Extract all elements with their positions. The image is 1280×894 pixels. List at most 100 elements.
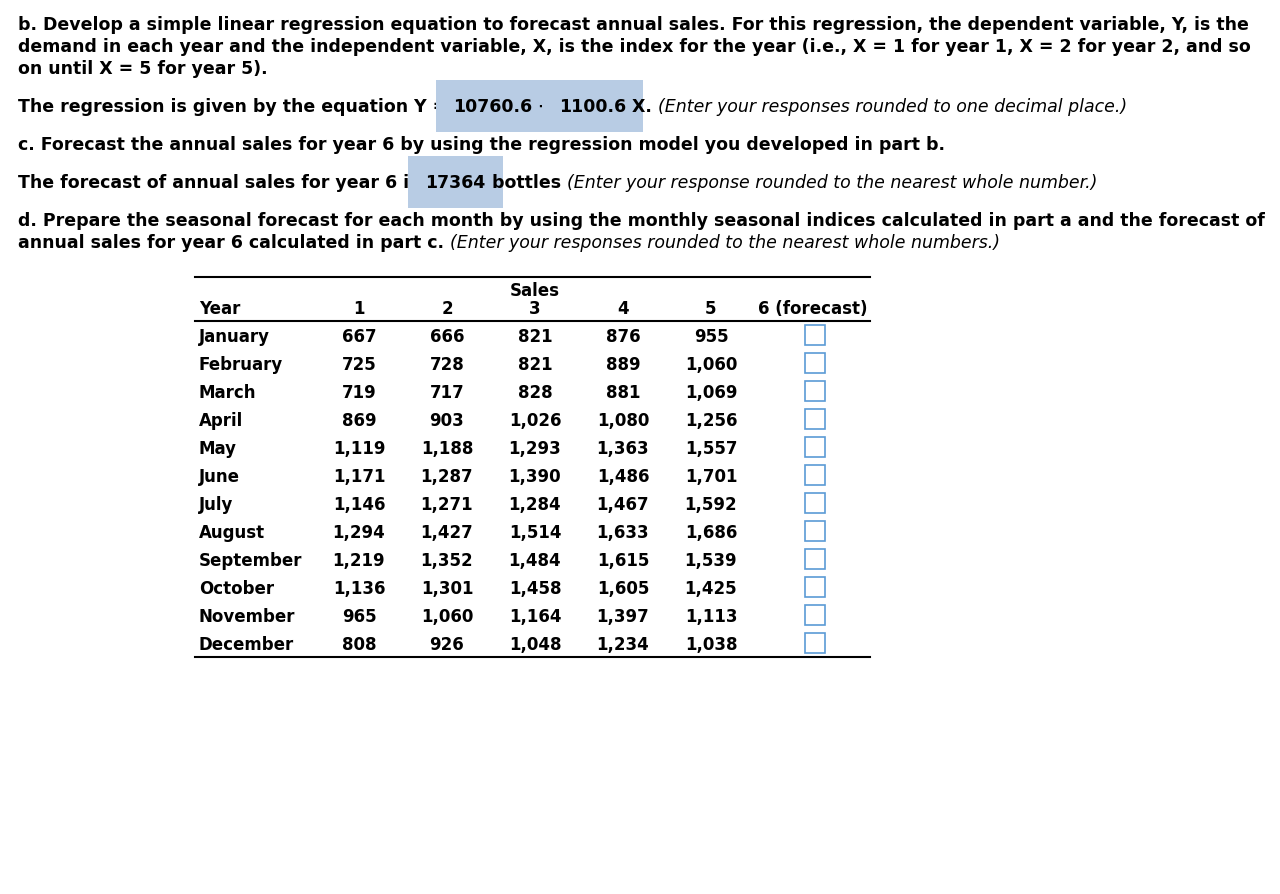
Text: 1,484: 1,484 [508,552,562,569]
Text: February: February [198,356,283,374]
Text: 6 (forecast): 6 (forecast) [758,299,868,317]
Bar [805,550,824,569]
Text: 667: 667 [342,327,376,346]
Text: September: September [198,552,302,569]
Text: 821: 821 [517,327,552,346]
Text: 1,390: 1,390 [508,468,562,485]
Text: 1,539: 1,539 [685,552,737,569]
Text: July: July [198,495,233,513]
Text: 1,686: 1,686 [685,523,737,542]
Text: 1,397: 1,397 [596,607,649,625]
Text: (Enter your responses rounded to the nearest whole numbers.): (Enter your responses rounded to the nea… [451,233,1000,252]
Text: 1,256: 1,256 [685,411,737,429]
Text: 1,069: 1,069 [685,384,737,401]
Text: 1,514: 1,514 [508,523,561,542]
Text: January: January [198,327,270,346]
Text: 1,219: 1,219 [333,552,385,569]
Text: March: March [198,384,256,401]
Text: 1,060: 1,060 [421,607,474,625]
Text: 1,284: 1,284 [508,495,562,513]
Bar [805,521,824,542]
Text: 1,615: 1,615 [596,552,649,569]
Text: 889: 889 [605,356,640,374]
Text: 725: 725 [342,356,376,374]
Text: 876: 876 [605,327,640,346]
Bar [805,409,824,429]
Bar [805,382,824,401]
Text: 1,119: 1,119 [333,440,385,458]
Text: 1,605: 1,605 [596,579,649,597]
Text: 1,038: 1,038 [685,636,737,654]
Text: 1,363: 1,363 [596,440,649,458]
Text: 1,287: 1,287 [421,468,474,485]
Text: Year: Year [198,299,241,317]
Text: 1,427: 1,427 [421,523,474,542]
Bar [805,578,824,597]
Text: 1,060: 1,060 [685,356,737,374]
Text: 869: 869 [342,411,376,429]
Text: April: April [198,411,243,429]
Text: 1,293: 1,293 [508,440,562,458]
Text: 1,486: 1,486 [596,468,649,485]
Text: May: May [198,440,237,458]
Text: 1,164: 1,164 [508,607,561,625]
Text: 821: 821 [517,356,552,374]
Text: 1,467: 1,467 [596,495,649,513]
Text: The forecast of annual sales for year 6 is: The forecast of annual sales for year 6 … [18,173,425,192]
Text: June: June [198,468,241,485]
Text: 1,113: 1,113 [685,607,737,625]
Text: 1,633: 1,633 [596,523,649,542]
Text: +: + [532,97,559,116]
Text: 828: 828 [517,384,552,401]
Text: 1,026: 1,026 [508,411,561,429]
Text: bottles: bottles [485,173,567,192]
Text: 4: 4 [617,299,628,317]
Text: d. Prepare the seasonal forecast for each month by using the monthly seasonal in: d. Prepare the seasonal forecast for eac… [18,212,1265,230]
Text: b. Develop a simple linear regression equation to forecast annual sales. For thi: b. Develop a simple linear regression eq… [18,16,1249,34]
Text: The regression is given by the equation Y =: The regression is given by the equation … [18,97,453,116]
Text: 17364: 17364 [425,173,485,192]
Text: 1,146: 1,146 [333,495,385,513]
Text: 1,136: 1,136 [333,579,385,597]
Text: 2: 2 [442,299,453,317]
Text: 1,701: 1,701 [685,468,737,485]
Text: 1,234: 1,234 [596,636,649,654]
Text: 1,188: 1,188 [421,440,474,458]
Bar [805,605,824,625]
Text: 1100.6: 1100.6 [559,97,626,116]
Text: 717: 717 [430,384,465,401]
Text: 1,048: 1,048 [508,636,561,654]
Text: 955: 955 [694,327,728,346]
Text: X.: X. [626,97,658,116]
Bar [805,437,824,458]
Text: c. Forecast the annual sales for year 6 by using the regression model you develo: c. Forecast the annual sales for year 6 … [18,136,945,154]
Text: November: November [198,607,296,625]
Text: 3: 3 [529,299,541,317]
Text: 728: 728 [430,356,465,374]
Text: 1,294: 1,294 [333,523,385,542]
Text: 1: 1 [353,299,365,317]
Text: 1,301: 1,301 [421,579,474,597]
Text: demand in each year and the independent variable, X, is the index for the year (: demand in each year and the independent … [18,38,1251,56]
Bar [805,493,824,513]
Text: 10760.6: 10760.6 [453,97,532,116]
Bar [805,466,824,485]
Bar [805,633,824,654]
Text: 965: 965 [342,607,376,625]
Text: 1,352: 1,352 [421,552,474,569]
Text: 666: 666 [430,327,465,346]
Text: 903: 903 [430,411,465,429]
Bar [805,354,824,374]
Text: (Enter your response rounded to the nearest whole number.): (Enter your response rounded to the near… [567,173,1097,192]
Text: 881: 881 [605,384,640,401]
Text: August: August [198,523,265,542]
Text: 1,171: 1,171 [333,468,385,485]
Text: 1,271: 1,271 [421,495,474,513]
Text: October: October [198,579,274,597]
Bar [805,325,824,346]
Text: 5: 5 [705,299,717,317]
Text: 1,592: 1,592 [685,495,737,513]
Text: 808: 808 [342,636,376,654]
Text: 1,080: 1,080 [596,411,649,429]
Text: 719: 719 [342,384,376,401]
